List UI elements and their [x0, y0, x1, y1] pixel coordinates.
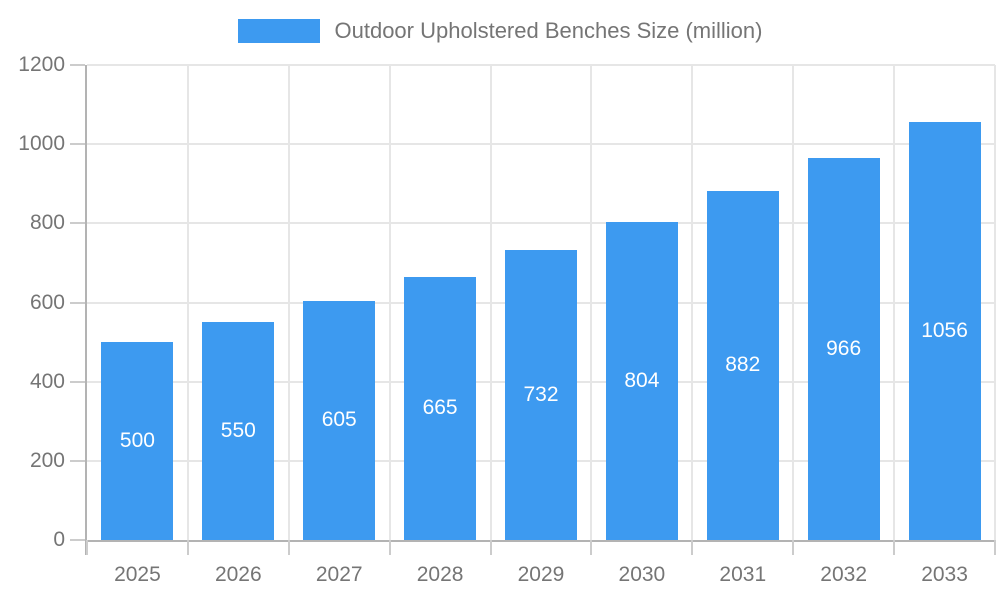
x-axis-tick: [792, 540, 795, 555]
legend-swatch-icon[interactable]: [237, 19, 320, 43]
bar-2031[interactable]: 882: [706, 190, 779, 540]
legend-label[interactable]: Outdoor Upholstered Benches Size (millio…: [334, 18, 763, 43]
x-axis-label: 2028: [416, 563, 464, 586]
bar-2026[interactable]: 550: [202, 322, 275, 540]
x-axis-tick: [287, 540, 290, 555]
v-gridline: [489, 65, 492, 540]
plot-area: 500 550 605 665 732 804 882 966 1056: [85, 64, 996, 555]
bar-2030[interactable]: 804: [605, 221, 678, 540]
bar-value-label: 966: [826, 336, 862, 360]
bar-2029[interactable]: 732: [505, 250, 577, 540]
y-axis-line: [85, 65, 87, 555]
v-gridline: [994, 65, 996, 540]
v-gridline: [590, 65, 593, 540]
bar-2032[interactable]: 966: [807, 157, 880, 540]
y-axis-label: 600: [29, 290, 65, 314]
y-axis-tick: [70, 380, 85, 383]
x-axis-tick: [489, 540, 492, 555]
bar-value-label: 605: [321, 408, 357, 432]
y-axis-label: 1200: [18, 53, 65, 76]
h-gridline: [87, 222, 995, 225]
y-axis-tick: [70, 64, 85, 66]
x-axis-label: 2029: [517, 563, 565, 586]
bar-2027[interactable]: 605: [303, 300, 376, 540]
x-axis-tick: [994, 540, 996, 555]
bar-value-label: 550: [220, 419, 256, 443]
h-gridline: [87, 143, 995, 146]
x-axis-tick: [590, 540, 593, 555]
bar-value-label: 500: [119, 429, 155, 453]
y-axis-tick: [70, 301, 85, 304]
bar-value-label: 732: [523, 383, 559, 407]
v-gridline: [186, 65, 189, 540]
x-axis-label: 2025: [114, 563, 161, 586]
v-gridline: [893, 65, 896, 540]
v-gridline: [388, 65, 391, 540]
bar-2028[interactable]: 665: [404, 276, 477, 540]
y-axis-label: 0: [53, 528, 65, 551]
x-axis-label: 2027: [315, 563, 363, 586]
y-axis-tick: [70, 222, 85, 225]
v-gridline: [792, 65, 795, 540]
bar-value-label: 1056: [921, 319, 968, 342]
y-axis-label: 200: [29, 448, 65, 472]
y-axis-label: 400: [29, 369, 65, 393]
x-axis-tick: [893, 540, 896, 555]
x-axis-tick: [691, 540, 694, 555]
x-axis-label: 2032: [820, 563, 868, 586]
x-axis-label: 2030: [618, 563, 666, 586]
x-axis-label: 2026: [214, 563, 262, 586]
y-axis-tick: [70, 143, 85, 146]
x-axis-tick: [388, 540, 391, 555]
bar-value-label: 665: [422, 396, 458, 420]
y-axis-label: 1000: [18, 132, 65, 156]
bar-value-label: 804: [624, 368, 660, 392]
chart-legend: Outdoor Upholstered Benches Size (millio…: [0, 12, 1000, 50]
y-axis-tick: [70, 539, 85, 541]
x-axis-tick: [86, 540, 88, 555]
h-gridline: [87, 64, 995, 66]
v-gridline: [691, 65, 694, 540]
x-axis-line: [87, 540, 995, 542]
x-axis-tick: [186, 540, 189, 555]
bar-value-label: 882: [725, 353, 761, 377]
y-axis-tick: [70, 459, 85, 462]
x-axis-label: 2031: [719, 563, 767, 586]
bar-2033[interactable]: 1056: [908, 122, 981, 540]
x-axis-label: 2033: [921, 563, 968, 586]
v-gridline: [287, 65, 290, 540]
y-axis-label: 800: [29, 211, 65, 235]
bar-2025[interactable]: 500: [101, 342, 174, 540]
